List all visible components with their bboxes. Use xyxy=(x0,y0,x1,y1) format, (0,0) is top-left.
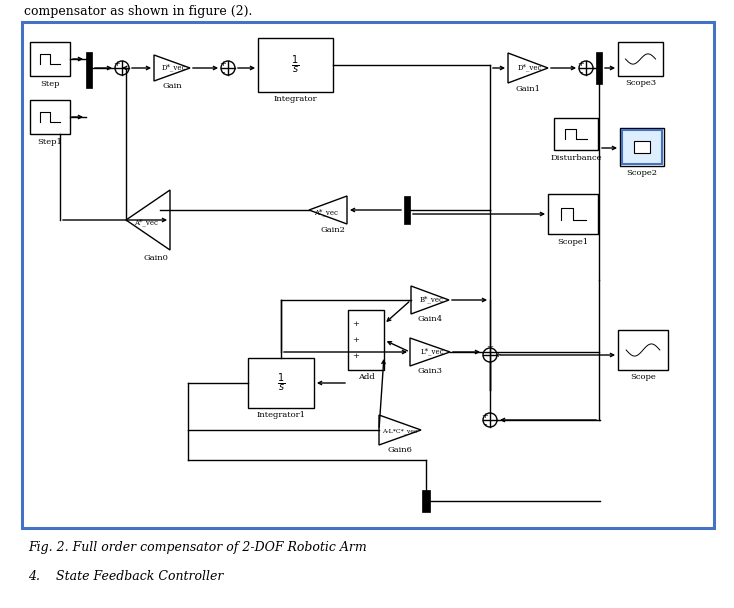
Bar xyxy=(554,118,598,150)
Text: Integrator1: Integrator1 xyxy=(256,411,305,419)
FancyBboxPatch shape xyxy=(22,22,714,528)
Text: Add: Add xyxy=(357,373,374,381)
Bar xyxy=(258,38,333,92)
Text: Step: Step xyxy=(40,80,59,88)
Bar xyxy=(634,140,650,153)
Text: -: - xyxy=(222,69,225,77)
Text: +: + xyxy=(219,60,226,68)
Text: Gain3: Gain3 xyxy=(418,367,443,375)
Text: +: + xyxy=(352,352,359,360)
Bar xyxy=(548,194,598,234)
Text: B*_vec: B*_vec xyxy=(420,295,444,303)
Text: L*_vec: L*_vec xyxy=(420,347,444,355)
Text: Step1: Step1 xyxy=(37,138,62,146)
Text: A*_vec: A*_vec xyxy=(134,218,158,226)
Text: Fig. 2. Full order compensator of 2-DOF Robotic Arm: Fig. 2. Full order compensator of 2-DOF … xyxy=(28,542,367,554)
Text: -: - xyxy=(484,421,487,429)
Text: Disturbance: Disturbance xyxy=(550,154,602,162)
Text: Scope1: Scope1 xyxy=(557,238,589,246)
Text: Gain2: Gain2 xyxy=(321,226,346,234)
Text: +: + xyxy=(352,336,359,344)
Text: Scope3: Scope3 xyxy=(625,79,656,87)
Text: compensator as shown in figure (2).: compensator as shown in figure (2). xyxy=(24,5,252,18)
Bar xyxy=(620,128,664,166)
Text: Gain1: Gain1 xyxy=(515,85,540,93)
Bar xyxy=(30,100,70,134)
Bar xyxy=(618,42,663,76)
Bar xyxy=(422,490,430,512)
Text: Gain: Gain xyxy=(162,82,182,90)
Bar xyxy=(248,358,314,408)
Text: A-L*C*_vec: A-L*C*_vec xyxy=(382,428,418,434)
Text: Integrator: Integrator xyxy=(274,95,317,103)
Text: Scope: Scope xyxy=(630,373,656,381)
Text: Gain0: Gain0 xyxy=(144,254,168,262)
Text: +: + xyxy=(352,320,359,328)
Text: +: + xyxy=(487,343,493,351)
Text: +: + xyxy=(114,60,120,68)
Text: -: - xyxy=(579,69,583,77)
Bar xyxy=(622,130,662,164)
Bar xyxy=(404,196,410,224)
Text: D*_vec: D*_vec xyxy=(161,63,186,71)
Bar xyxy=(86,52,92,88)
Bar xyxy=(30,42,70,76)
Bar xyxy=(596,52,602,84)
Text: +: + xyxy=(495,351,501,359)
Text: Gain4: Gain4 xyxy=(418,315,443,323)
Bar xyxy=(618,330,668,370)
Text: Scope2: Scope2 xyxy=(627,169,658,177)
Text: A*_vec: A*_vec xyxy=(314,208,338,216)
Text: $\frac{1}{s}$: $\frac{1}{s}$ xyxy=(277,371,285,395)
Text: D*_vec: D*_vec xyxy=(517,63,542,71)
Text: +: + xyxy=(482,412,488,420)
Text: 4.    State Feedback Controller: 4. State Feedback Controller xyxy=(28,570,223,582)
Bar xyxy=(348,310,384,370)
Text: $\frac{1}{s}$: $\frac{1}{s}$ xyxy=(291,54,299,77)
Text: +: + xyxy=(578,60,584,68)
Text: Gain6: Gain6 xyxy=(388,446,413,454)
